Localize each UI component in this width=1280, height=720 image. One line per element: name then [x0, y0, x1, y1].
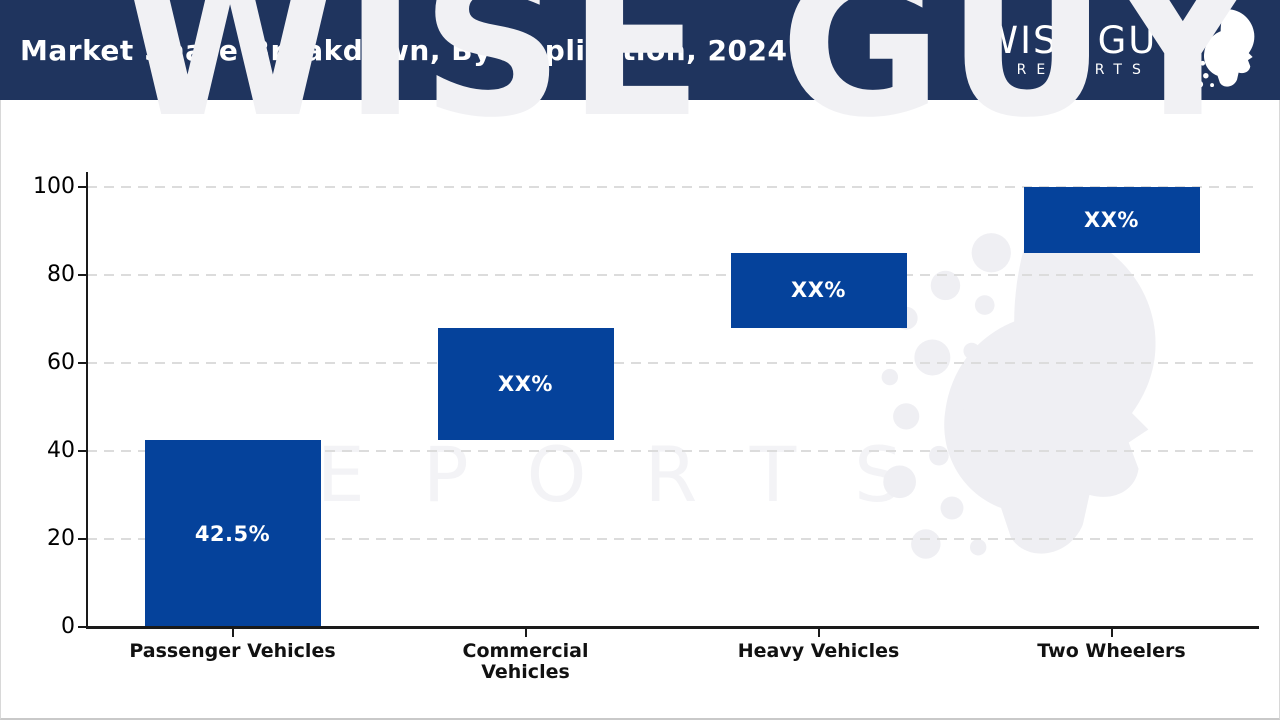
logo-wordmark-line2: REPORTS: [1016, 62, 1151, 79]
logo-face-icon: [1189, 9, 1255, 88]
y-tick-mark-20: [78, 538, 86, 540]
x-label-passenger-vehicles: Passenger Vehicles: [129, 640, 336, 662]
y-tick-label-0: 0: [61, 614, 75, 639]
bar-label-two-wheelers: XX%: [1084, 208, 1139, 232]
gridline-y60: [87, 362, 1258, 364]
watermark-wordmark: WISE GUY: [121, 0, 1259, 161]
gridline-y20: [87, 538, 1258, 540]
x-tick-mark-passenger-vehicles: [231, 629, 234, 637]
x-tick-mark-heavy-vehicles: [817, 629, 820, 637]
y-tick-label-100: 100: [33, 174, 75, 199]
logo-wordmark-line1: WISE GUY: [981, 18, 1182, 62]
y-tick-mark-80: [78, 274, 86, 276]
x-tick-mark-two-wheelers: [1110, 629, 1113, 637]
y-tick-label-60: 60: [47, 350, 75, 375]
bar-label-commercial-vehicles: XX%: [498, 371, 553, 396]
brand-logo: WISE GUY REPORTS: [982, 7, 1262, 93]
x-label-heavy-vehicles: Heavy Vehicles: [737, 640, 900, 662]
x-label-two-wheelers: Two Wheelers: [1037, 640, 1186, 662]
y-tick-label-40: 40: [47, 438, 75, 463]
bar-commercial-vehicles: XX%: [437, 327, 614, 440]
gridline-y80: [87, 274, 1258, 276]
bar-two-wheelers: XX%: [1023, 187, 1200, 253]
y-tick-mark-40: [78, 450, 86, 452]
bar-label-passenger-vehicles: 42.5%: [194, 521, 271, 546]
y-tick-mark-60: [78, 362, 86, 364]
gridline-y40: [87, 450, 1258, 452]
logo-wordmark: WISE GUY REPORTS: [981, 18, 1182, 79]
y-tick-label-20: 20: [47, 526, 75, 551]
bar-label-heavy-vehicles: XX%: [791, 278, 846, 303]
bar-heavy-vehicles: XX%: [730, 253, 907, 328]
x-label-commercial-vehicles: Commercial Vehicles: [462, 640, 589, 683]
chart-title: Market Share Breakdown, By Application, …: [20, 33, 788, 67]
x-tick-mark-commercial-vehicles: [524, 629, 527, 637]
y-axis-line: [86, 172, 88, 629]
watermark-subtext: REPORTS: [206, 430, 961, 519]
y-tick-mark-100: [78, 186, 86, 188]
y-tick-label-80: 80: [47, 262, 75, 287]
y-tick-mark-0: [78, 626, 86, 628]
x-axis-line: [86, 626, 1259, 629]
bar-passenger-vehicles: 42.5%: [144, 440, 321, 627]
gridline-y100: [87, 186, 1258, 188]
header: Market Share Breakdown, By Application, …: [0, 0, 1280, 100]
